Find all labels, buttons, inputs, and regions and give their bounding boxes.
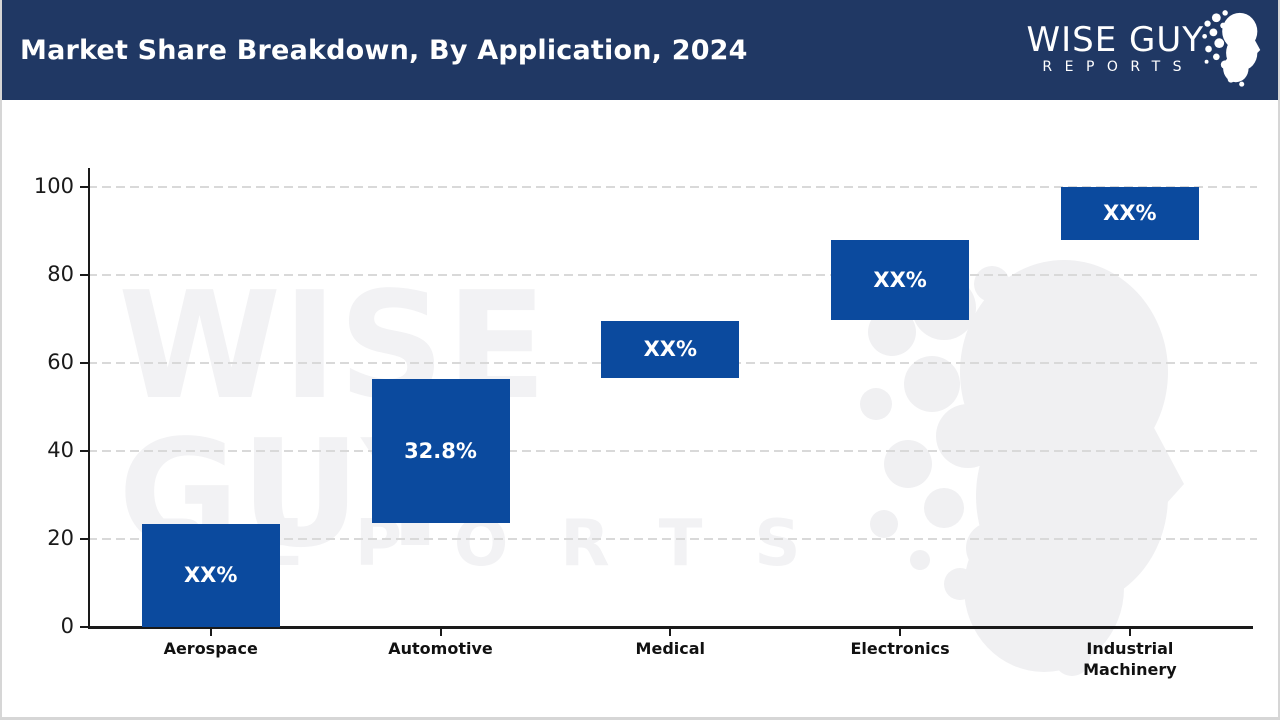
- bar-electronics: XX%: [831, 239, 970, 320]
- brand-name: WISE GUY: [1026, 19, 1204, 60]
- bar-value-label: 32.8%: [404, 438, 477, 463]
- page-title: Market Share Breakdown, By Application, …: [20, 34, 748, 66]
- y-tick: [80, 538, 88, 540]
- y-tick: [80, 626, 88, 628]
- bar-value-label: XX%: [183, 563, 238, 588]
- brand-head-icon: [1202, 10, 1261, 87]
- bar-medical: XX%: [601, 321, 740, 378]
- gridline: [88, 450, 1257, 452]
- gridline: [88, 186, 1257, 188]
- x-tick: [669, 628, 672, 636]
- y-axis: [88, 168, 90, 629]
- bar-automotive: 32.8%: [371, 378, 510, 524]
- bar-industrial-machinery: XX%: [1060, 187, 1199, 240]
- y-tick: [80, 450, 88, 452]
- bar-aerospace: XX%: [141, 523, 280, 627]
- gridline: [88, 274, 1257, 276]
- y-tick-label: 0: [60, 614, 74, 638]
- y-tick-label: 60: [47, 350, 74, 374]
- gridline: [88, 538, 1257, 540]
- x-tick-label: Aerospace: [163, 639, 258, 658]
- y-tick-label: 100: [33, 174, 74, 198]
- x-axis: [88, 626, 1253, 629]
- y-tick-label: 40: [47, 438, 74, 462]
- x-tick-label: Automotive: [388, 639, 493, 658]
- y-tick: [80, 362, 88, 364]
- x-tick: [1128, 628, 1131, 636]
- y-tick-label: 20: [47, 526, 74, 550]
- x-tick: [439, 628, 442, 636]
- brand-logo: WISE GUY REPORTS: [1026, 8, 1262, 90]
- x-tick: [899, 628, 902, 636]
- y-tick-label: 80: [47, 262, 74, 286]
- x-tick-label: Electronics: [850, 639, 950, 658]
- brand-logo-text: WISE GUY REPORTS: [1026, 19, 1204, 75]
- y-tick: [80, 274, 88, 276]
- bar-value-label: XX%: [643, 337, 698, 362]
- y-tick: [80, 186, 88, 188]
- bar-value-label: XX%: [1103, 201, 1157, 226]
- x-tick-label: Industrial Machinery: [1083, 639, 1177, 679]
- brand-subtitle: REPORTS: [1042, 58, 1195, 75]
- header-bar: Market Share Breakdown, By Application, …: [0, 0, 1280, 100]
- bar-value-label: XX%: [873, 267, 927, 292]
- x-tick: [209, 628, 212, 636]
- x-tick-label: Medical: [635, 639, 706, 658]
